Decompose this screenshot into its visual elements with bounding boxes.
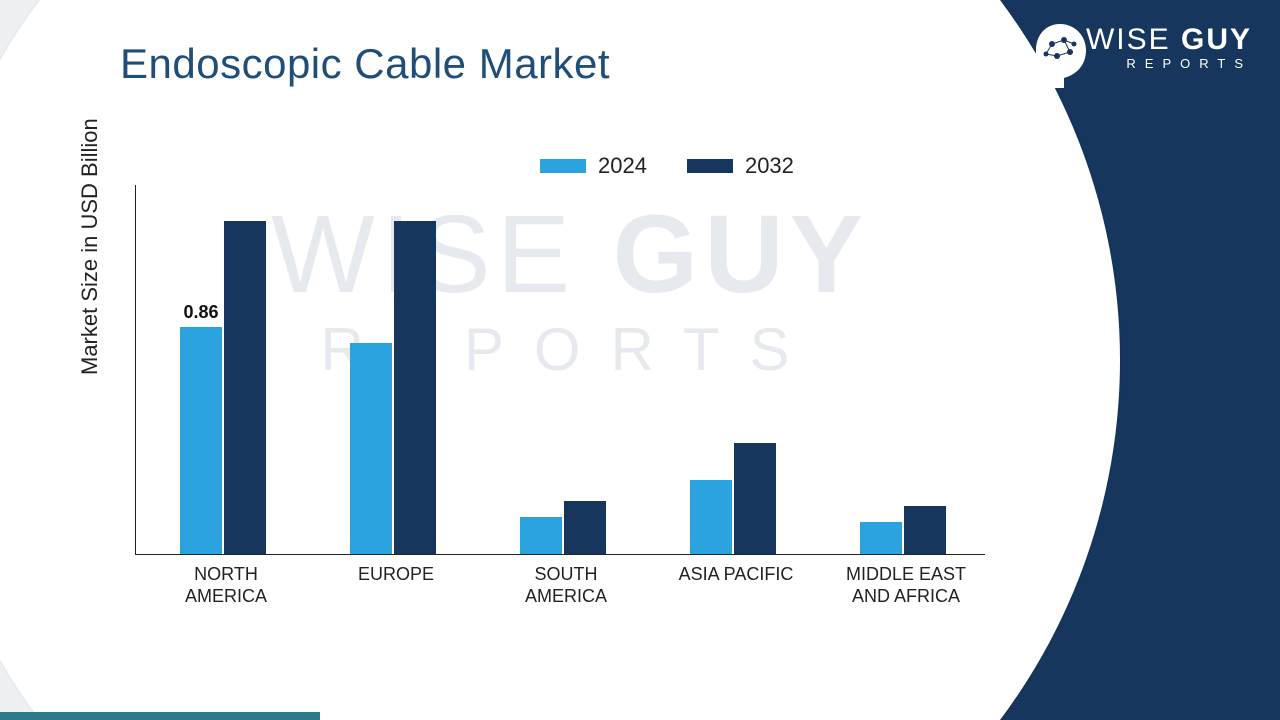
page-root: WISE GUY REPORTS Endoscopic Cable Market…: [0, 0, 1280, 720]
legend-label-2032: 2032: [745, 153, 794, 179]
bar: [734, 443, 776, 554]
category-label: ASIA PACIFIC: [666, 564, 806, 586]
bar-chart: Market Size in USD Billion 2024 2032 0.8…: [60, 155, 1000, 655]
brand-line1a: WISE: [1086, 23, 1171, 56]
plot-area: 0.86NORTH AMERICAEUROPESOUTH AMERICAASIA…: [135, 185, 985, 555]
category-label: NORTH AMERICA: [156, 564, 296, 607]
legend-swatch-2032: [687, 159, 733, 173]
bar-value-label: 0.86: [180, 302, 222, 323]
bar: [520, 517, 562, 554]
bar: [690, 480, 732, 554]
legend-label-2024: 2024: [598, 153, 647, 179]
category-label: MIDDLE EAST AND AFRICA: [836, 564, 976, 607]
legend-swatch-2024: [540, 159, 586, 173]
y-axis-label: Market Size in USD Billion: [77, 118, 103, 375]
bar: [564, 501, 606, 554]
brand-line2: REPORTS: [1086, 57, 1252, 70]
bar: 0.86: [180, 327, 222, 554]
logo-head-icon: [1030, 22, 1090, 92]
legend-item: 2032: [687, 153, 794, 179]
brand-logo: WISE GUY REPORTS: [1086, 25, 1252, 70]
bar: [350, 343, 392, 554]
legend-item: 2024: [540, 153, 647, 179]
category-label: SOUTH AMERICA: [496, 564, 636, 607]
bar: [224, 221, 266, 554]
chart-title: Endoscopic Cable Market: [120, 40, 610, 88]
bar: [904, 506, 946, 554]
chart-legend: 2024 2032: [540, 153, 794, 179]
bottom-accent-bar: [0, 712, 320, 720]
category-label: EUROPE: [326, 564, 466, 586]
bar: [394, 221, 436, 554]
bar: [860, 522, 902, 554]
brand-line1b: GUY: [1181, 23, 1252, 56]
